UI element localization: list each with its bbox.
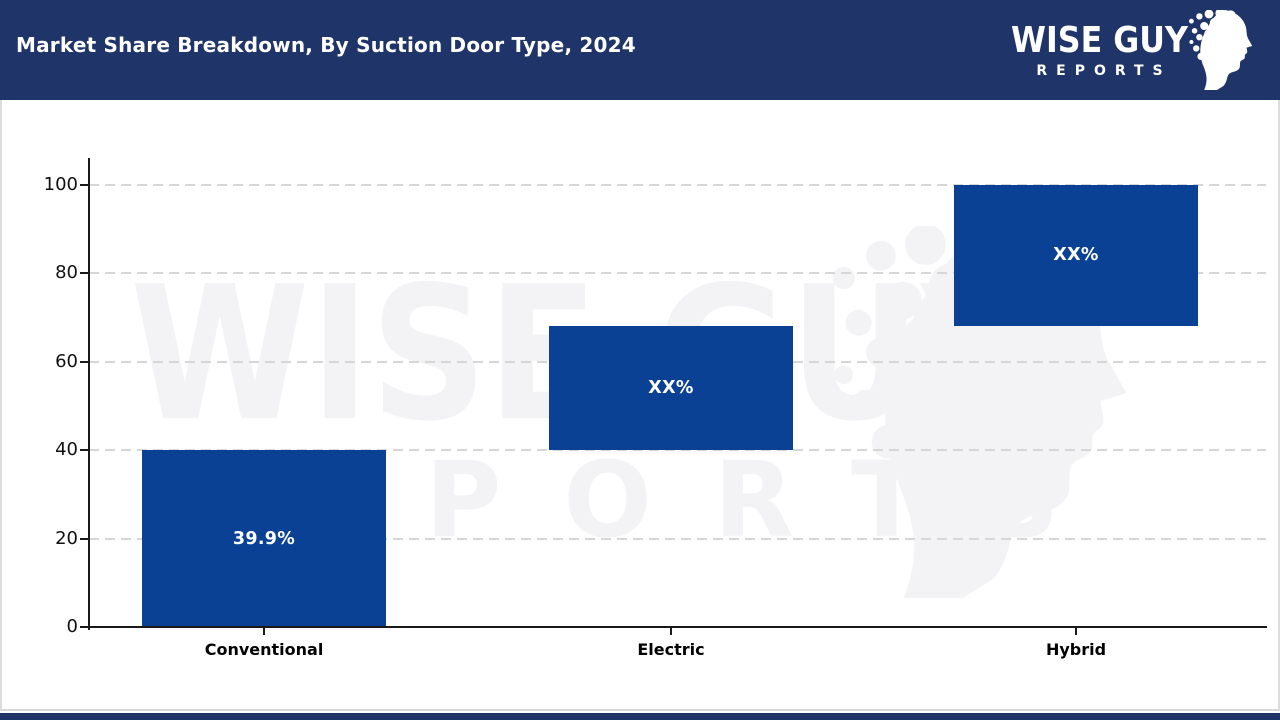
wise-guy-reports-logo: WISE GUY REPORTS [999,8,1266,92]
y-tickmark [80,537,88,540]
x-category-label: Hybrid [1045,640,1107,659]
y-tick-label: 60 [55,350,78,372]
logo-wordmark: WISE GUY [1011,19,1188,61]
x-tickmark [670,628,672,635]
header-bar: Market Share Breakdown, By Suction Door … [0,0,1280,100]
y-tickmark [80,360,88,363]
x-category-label: Electric [637,640,705,659]
y-tickmark [80,626,88,628]
y-tick-label: 80 [55,262,78,283]
x-axis-line [88,626,1267,628]
chart-title: Market Share Breakdown, By Suction Door … [16,33,636,57]
x-tickmark [263,628,265,635]
gridline [89,272,1266,274]
y-tick-label: 100 [43,173,78,195]
x-category-label: Conventional [204,640,324,659]
x-tickmark [1075,628,1077,635]
y-tick-label: 0 [66,616,78,637]
y-tickmark [80,183,88,186]
bar-value-label: XX% [648,378,694,399]
gridline [89,183,1266,186]
bar-hybrid: XX% [954,184,1198,327]
bar-value-label: XX% [1053,245,1099,266]
gridline [89,537,1266,540]
bar-electric: XX% [549,326,793,451]
bar-value-label: 39.9% [232,528,296,549]
y-tickmark [80,449,88,451]
logo-text: WISE GUY REPORTS [999,19,1200,79]
y-axis-line [88,158,90,630]
y-tick-label: 40 [55,439,78,460]
bar-conventional: 39.9% [142,450,386,627]
footer-bar [0,713,1280,720]
y-tick-label: 20 [55,527,78,549]
logo-dotted-face-icon [1189,10,1253,90]
y-tickmark [80,272,88,274]
logo-reports-text: REPORTS [1036,62,1172,79]
